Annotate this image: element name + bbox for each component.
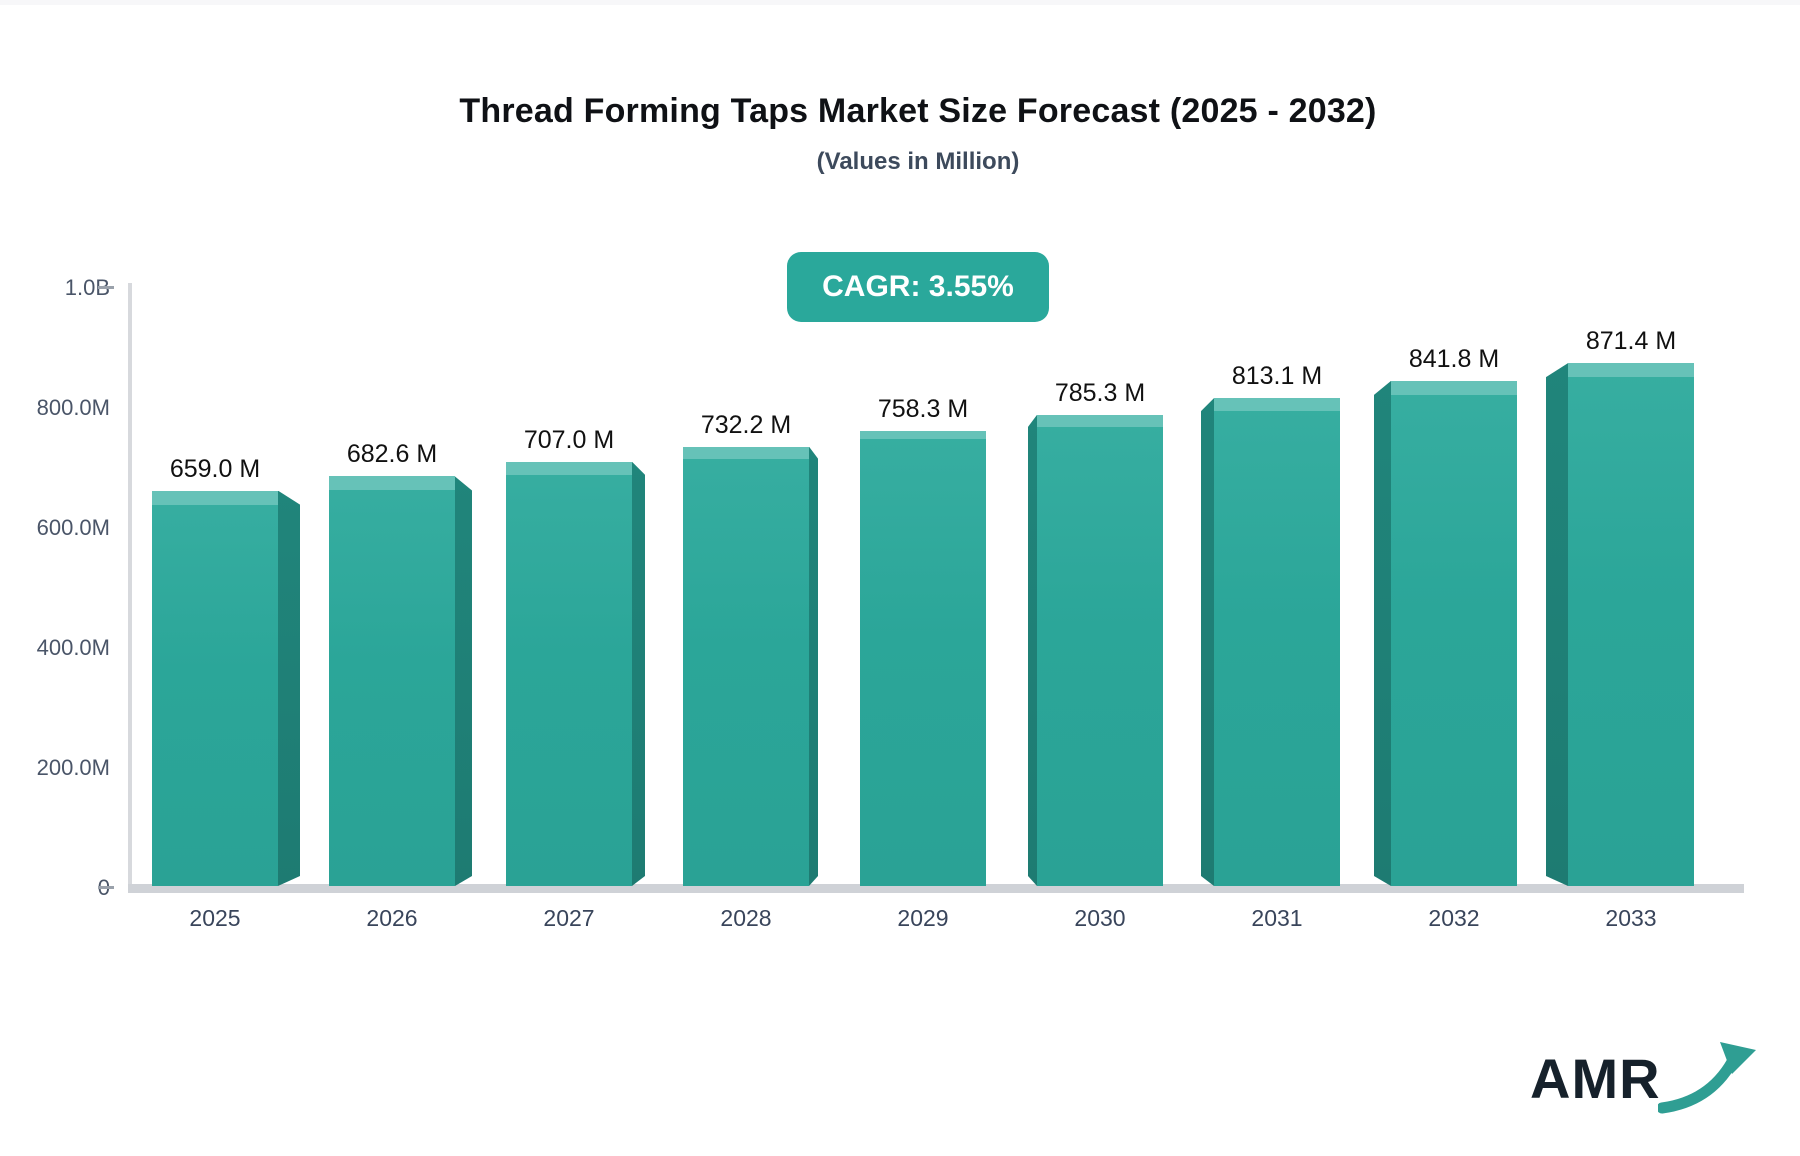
bar-2031[interactable]: [1201, 398, 1340, 886]
bar-front-face: [860, 431, 986, 886]
bar-2033[interactable]: [1546, 363, 1694, 886]
page-top-strip: [0, 0, 1800, 5]
bar-side-bevel: [809, 447, 818, 886]
bar-2030[interactable]: [1028, 414, 1163, 886]
x-tick-label-2029: 2029: [897, 905, 949, 931]
value-label-2028: 732.2 M: [700, 410, 792, 439]
x-tick-label-2033: 2033: [1605, 905, 1657, 931]
value-label-2026: 682.6 M: [346, 440, 438, 469]
y-tick-mark: [98, 886, 114, 889]
y-axis-line: [128, 283, 132, 893]
bar-2025[interactable]: [152, 490, 300, 886]
bar-top-bevel: [1037, 414, 1163, 427]
bar-2029[interactable]: [860, 431, 986, 886]
y-tick-mark: [98, 286, 114, 289]
x-tick-label-2028: 2028: [720, 905, 772, 931]
growth-arrow-icon: [1658, 1042, 1756, 1114]
chart-subtitle: (Values in Million): [816, 148, 1020, 175]
amr-logo: AMR: [1530, 1038, 1770, 1128]
x-tick-label-2031: 2031: [1251, 905, 1303, 931]
y-tick-label: 200.0M: [36, 755, 110, 780]
chart-title: Thread Forming Taps Market Size Forecast…: [459, 92, 1377, 130]
bar-2027[interactable]: [506, 461, 645, 886]
bar-2032[interactable]: [1374, 380, 1517, 886]
y-tick-label: 800.0M: [36, 395, 110, 420]
bar-top-bevel: [506, 461, 632, 475]
value-label-2032: 841.8 M: [1408, 344, 1500, 373]
y-tick-label: 0: [10, 875, 110, 901]
value-label-2029: 758.3 M: [877, 395, 969, 424]
bar-side-bevel: [632, 462, 645, 886]
bar-side-bevel: [455, 476, 472, 886]
value-label-2025: 659.0 M: [169, 454, 261, 483]
bar-side-bevel: [1201, 398, 1214, 886]
bar-side-bevel: [1546, 363, 1568, 886]
x-tick-label-2030: 2030: [1074, 905, 1126, 931]
x-tick-label-2026: 2026: [366, 905, 418, 931]
bar-top-bevel: [1214, 398, 1340, 412]
bar-side-bevel: [1028, 415, 1037, 886]
bar-top-bevel: [1568, 363, 1694, 378]
bar-front-face: [506, 461, 632, 886]
x-tick-label-2027: 2027: [543, 905, 595, 931]
bar-front-face: [1037, 414, 1163, 886]
x-tick-label-2025: 2025: [189, 905, 241, 931]
bar-top-bevel: [329, 476, 455, 491]
amr-logo-text: AMR: [1530, 1047, 1661, 1110]
bar-top-bevel: [1391, 380, 1517, 395]
y-tick-label: 400.0M: [36, 635, 110, 660]
bar-2026[interactable]: [329, 476, 472, 886]
bar-top-bevel: [152, 490, 278, 505]
x-tick-label-2032: 2032: [1428, 905, 1480, 931]
cagr-badge-label: CAGR: 3.55%: [822, 270, 1014, 303]
y-tick-label: 600.0M: [36, 515, 110, 540]
y-tick-label: 1.0B: [64, 275, 110, 300]
cagr-badge: CAGR: 3.55%: [787, 252, 1049, 322]
bar-side-bevel: [1374, 381, 1391, 886]
bar-front-face: [1391, 380, 1517, 886]
bar-top-bevel: [683, 446, 809, 459]
value-label-2031: 813.1 M: [1231, 362, 1323, 391]
value-label-2033: 871.4 M: [1585, 327, 1677, 356]
value-label-2027: 707.0 M: [523, 425, 615, 454]
bar-2028[interactable]: [683, 446, 818, 886]
bar-front-face: [683, 446, 809, 886]
bar-front-face: [1214, 398, 1340, 886]
bar-front-face: [1568, 363, 1694, 886]
bar-front-face: [152, 490, 278, 886]
bar-top-bevel: [860, 431, 986, 440]
bar-side-bevel: [278, 491, 300, 886]
x-axis-baseline: [128, 884, 1744, 893]
bar-front-face: [329, 476, 455, 886]
value-label-2030: 785.3 M: [1054, 378, 1146, 407]
